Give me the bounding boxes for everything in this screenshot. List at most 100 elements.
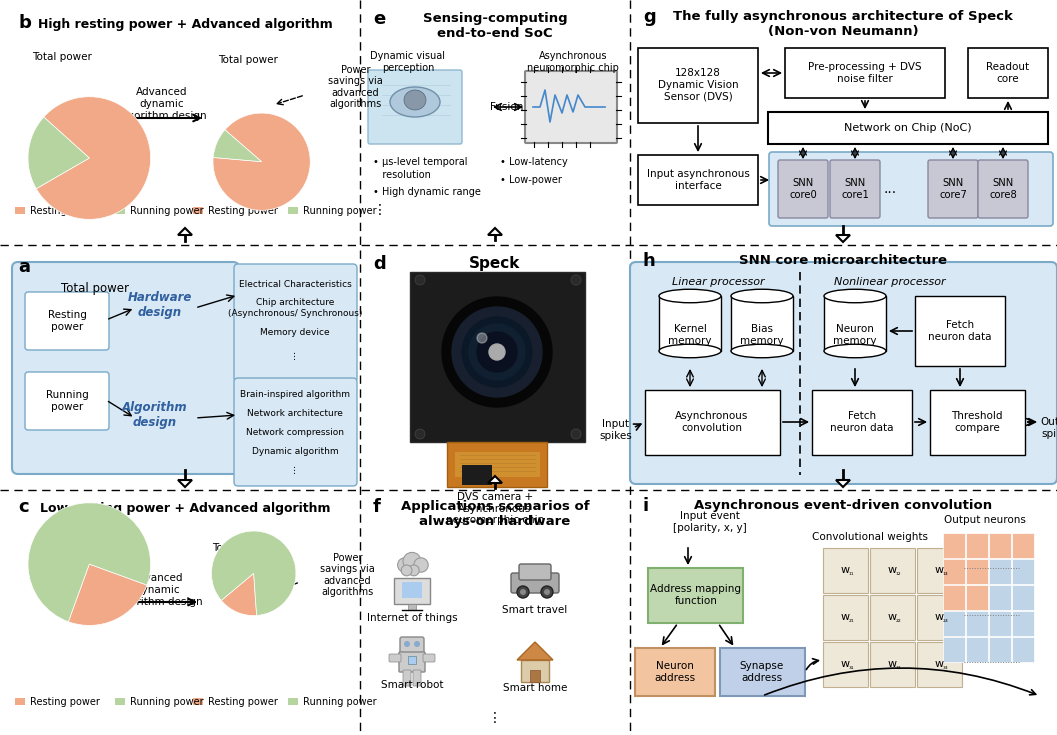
Polygon shape <box>488 228 502 235</box>
Bar <box>447 442 548 487</box>
Text: Network compression: Network compression <box>246 428 344 437</box>
Text: Memory device: Memory device <box>260 328 330 337</box>
Circle shape <box>402 565 412 576</box>
Text: g: g <box>643 8 655 26</box>
Bar <box>870 548 915 593</box>
Circle shape <box>462 317 532 387</box>
Wedge shape <box>214 113 310 210</box>
Text: Address mapping
function: Address mapping function <box>650 584 742 606</box>
Bar <box>410 272 585 442</box>
Circle shape <box>489 344 505 360</box>
Text: Threshold
compare: Threshold compare <box>951 411 1003 433</box>
Bar <box>917 595 962 640</box>
Text: Advanced
dynamic
algorithm design: Advanced dynamic algorithm design <box>114 573 202 606</box>
Text: Kernel
memory: Kernel memory <box>668 324 711 345</box>
Wedge shape <box>29 117 89 189</box>
Text: resolution: resolution <box>373 170 431 180</box>
FancyBboxPatch shape <box>25 292 109 350</box>
Text: Bias
memory: Bias memory <box>740 324 783 345</box>
Text: SNN
core0: SNN core0 <box>790 178 817 200</box>
Circle shape <box>415 275 425 285</box>
Text: Hardware
design: Hardware design <box>128 291 192 319</box>
Bar <box>989 637 1010 662</box>
Bar <box>648 568 743 623</box>
Text: ...: ... <box>884 182 896 196</box>
Circle shape <box>477 332 517 372</box>
FancyBboxPatch shape <box>928 160 978 218</box>
Bar <box>521 660 549 682</box>
Bar <box>966 611 988 636</box>
Bar <box>1012 637 1034 662</box>
Bar <box>943 533 965 558</box>
Bar <box>1012 533 1034 558</box>
Text: Total power: Total power <box>32 543 92 553</box>
Ellipse shape <box>390 87 440 117</box>
Bar <box>635 648 715 696</box>
Ellipse shape <box>404 90 426 110</box>
Wedge shape <box>69 564 147 625</box>
Bar <box>1012 585 1034 610</box>
Text: 128x128
Dynamic Vision
Sensor (DVS): 128x128 Dynamic Vision Sensor (DVS) <box>657 68 738 101</box>
Ellipse shape <box>659 290 721 303</box>
Text: e: e <box>373 10 385 28</box>
Bar <box>943 611 965 636</box>
Text: w: w <box>840 659 850 669</box>
Text: Input
spikes: Input spikes <box>599 419 632 441</box>
Text: Internet of things: Internet of things <box>367 613 458 623</box>
Bar <box>15 207 25 214</box>
Bar <box>638 48 758 123</box>
Text: w: w <box>888 612 896 622</box>
Bar <box>823 642 868 687</box>
Bar <box>462 465 492 485</box>
Bar <box>1012 559 1034 584</box>
Bar <box>917 642 962 687</box>
Text: c: c <box>18 498 29 516</box>
Text: • Low-power: • Low-power <box>500 175 562 185</box>
Text: w: w <box>934 612 944 622</box>
Text: Resting power: Resting power <box>208 206 278 216</box>
Text: w: w <box>888 565 896 575</box>
Circle shape <box>544 589 550 595</box>
Text: Electrical Characteristics: Electrical Characteristics <box>239 279 351 289</box>
Text: h: h <box>643 252 655 270</box>
Bar <box>966 585 988 610</box>
Text: Convolutional weights: Convolutional weights <box>812 532 928 542</box>
Bar <box>824 296 886 351</box>
Text: Power
savings via
advanced
algorithms: Power savings via advanced algorithms <box>320 553 375 598</box>
Text: ₂₂: ₂₂ <box>896 617 902 623</box>
Text: Asynchronous
convolution: Asynchronous convolution <box>675 411 748 433</box>
Text: ₃₃: ₃₃ <box>943 664 948 670</box>
Bar <box>943 585 965 610</box>
Ellipse shape <box>824 344 886 358</box>
Text: Algorithm
design: Algorithm design <box>123 401 188 429</box>
Bar <box>989 533 1010 558</box>
Text: b: b <box>18 14 31 32</box>
Text: Resting power: Resting power <box>208 697 278 707</box>
Text: w: w <box>934 565 944 575</box>
Circle shape <box>414 641 420 647</box>
Wedge shape <box>221 573 257 616</box>
Ellipse shape <box>824 290 886 303</box>
Bar <box>968 48 1047 98</box>
Text: ⋮: ⋮ <box>488 711 502 725</box>
Circle shape <box>413 558 428 573</box>
Text: Dynamic visual
perception: Dynamic visual perception <box>371 51 445 73</box>
Text: SNN
core7: SNN core7 <box>939 178 967 200</box>
Circle shape <box>477 333 487 343</box>
Bar <box>989 585 1010 610</box>
Ellipse shape <box>731 344 793 358</box>
Wedge shape <box>36 97 150 219</box>
Bar <box>823 595 868 640</box>
Text: Dynamic algorithm: Dynamic algorithm <box>252 446 338 456</box>
Text: Fusion: Fusion <box>490 102 523 112</box>
FancyBboxPatch shape <box>769 152 1053 226</box>
Bar <box>288 207 298 214</box>
Text: Pre-processing + DVS
noise filter: Pre-processing + DVS noise filter <box>809 62 922 84</box>
FancyBboxPatch shape <box>403 670 411 686</box>
FancyBboxPatch shape <box>978 160 1028 218</box>
Text: ⋮: ⋮ <box>291 351 299 360</box>
Text: w: w <box>840 612 850 622</box>
Text: Asynchronous event-driven convolution: Asynchronous event-driven convolution <box>694 499 993 512</box>
FancyBboxPatch shape <box>778 160 828 218</box>
Bar <box>720 648 805 696</box>
